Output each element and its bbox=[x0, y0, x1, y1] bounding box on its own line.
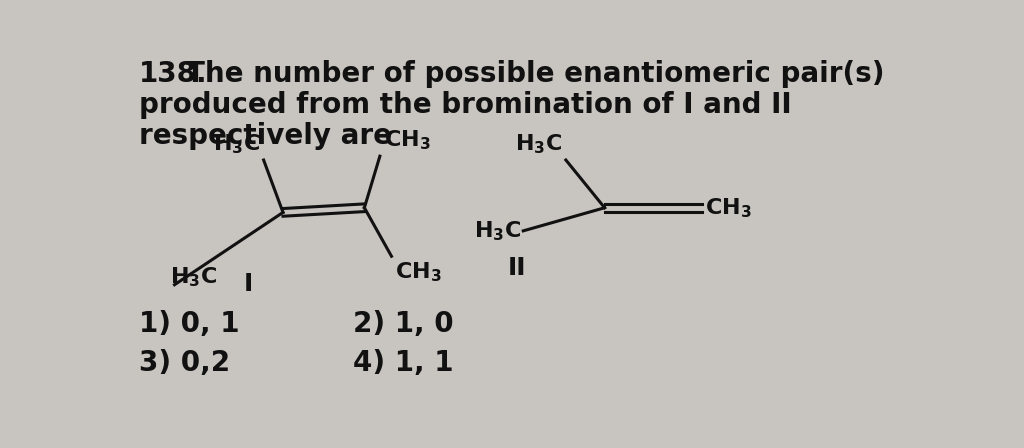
Text: 2) 1, 0: 2) 1, 0 bbox=[352, 310, 454, 338]
Text: $\mathbf{H_3C}$: $\mathbf{H_3C}$ bbox=[515, 133, 562, 156]
Text: $\mathbf{H_3C}$: $\mathbf{H_3C}$ bbox=[213, 133, 260, 156]
Text: 1) 0, 1: 1) 0, 1 bbox=[139, 310, 240, 338]
Text: respectively are: respectively are bbox=[139, 121, 392, 150]
Text: $\mathbf{CH_3}$: $\mathbf{CH_3}$ bbox=[395, 260, 442, 284]
Text: $\mathbf{H_3C}$: $\mathbf{H_3C}$ bbox=[170, 265, 217, 289]
Text: 3) 0,2: 3) 0,2 bbox=[139, 349, 230, 377]
Text: I: I bbox=[244, 271, 253, 296]
Text: 4) 1, 1: 4) 1, 1 bbox=[352, 349, 454, 377]
Text: $\mathbf{H_3C}$: $\mathbf{H_3C}$ bbox=[474, 219, 521, 243]
Text: II: II bbox=[508, 256, 526, 280]
Text: $\mathbf{CH_3}$: $\mathbf{CH_3}$ bbox=[706, 196, 752, 220]
Text: 138.: 138. bbox=[139, 60, 208, 88]
Text: The number of possible enantiomeric pair(s): The number of possible enantiomeric pair… bbox=[186, 60, 885, 88]
Text: produced from the bromination of I and II: produced from the bromination of I and I… bbox=[139, 91, 792, 119]
Text: $\mathbf{CH_3}$: $\mathbf{CH_3}$ bbox=[384, 129, 430, 152]
